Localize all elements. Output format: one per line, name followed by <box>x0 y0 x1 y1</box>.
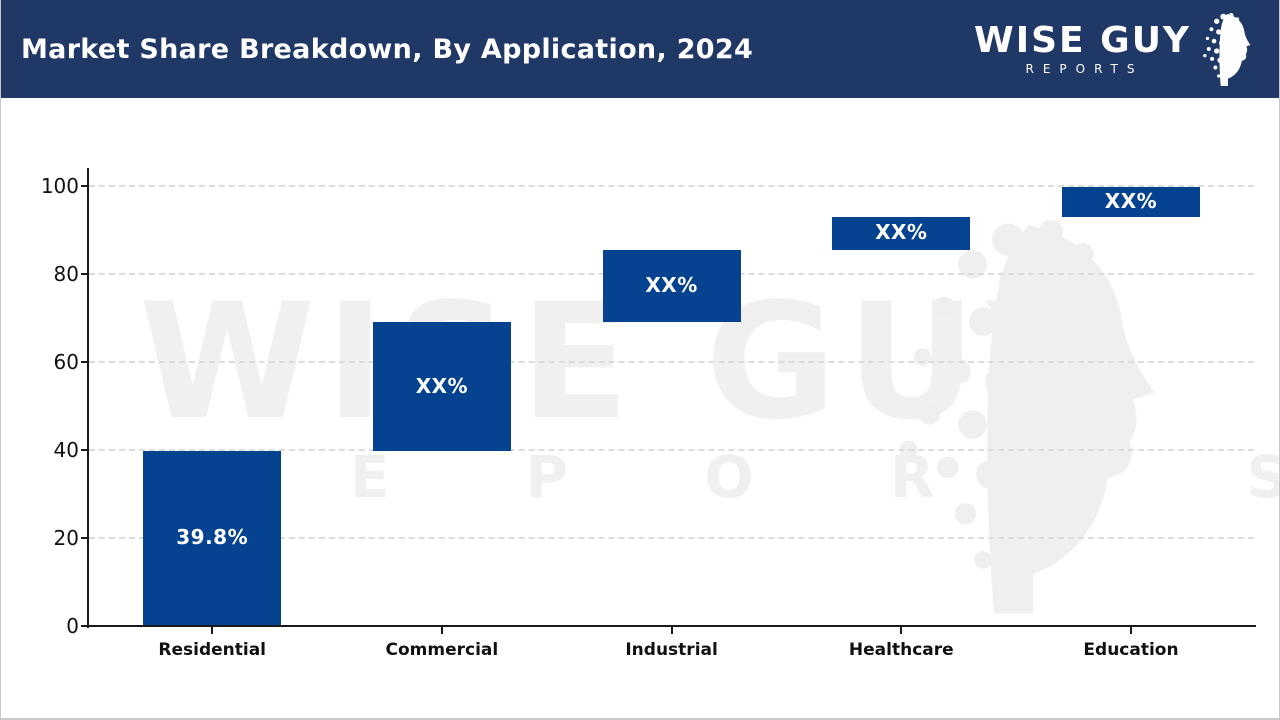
watermark-head-icon <box>899 219 1155 614</box>
wiseguy-head-icon <box>1203 13 1251 86</box>
y-axis-tick-label: 40 <box>53 438 79 462</box>
gridline-20 <box>89 537 1254 539</box>
gridline-100 <box>89 185 1254 187</box>
y-axis-tick-label: 60 <box>53 350 79 374</box>
x-axis-category-label: Commercial <box>385 640 499 660</box>
gridline-40 <box>89 449 1254 451</box>
bar-value-label: XX% <box>415 373 469 398</box>
y-axis-tick-label: 0 <box>66 614 79 638</box>
y-axis-tick-label: 80 <box>53 262 79 286</box>
bar-value-label: XX% <box>1104 188 1158 213</box>
x-axis-category-label: Industrial <box>625 640 718 660</box>
bar-healthcare <box>832 216 971 250</box>
bar-education <box>1062 186 1200 217</box>
x-axis-tick-mark <box>900 626 903 634</box>
bar-value-label: XX% <box>645 273 698 298</box>
bar-residential <box>143 450 282 626</box>
y-axis-tick-mark <box>81 537 89 539</box>
bar-value-label: XX% <box>875 220 928 245</box>
logo-wordmark: WISE GUY <box>973 20 1191 61</box>
wise-guy-reports-logo: WISE GUY REPORTS <box>974 11 1255 87</box>
x-axis-tick-mark <box>211 626 214 634</box>
x-axis-category-label: Healthcare <box>848 640 954 660</box>
page-title: Market Share Breakdown, By Application, … <box>21 33 754 65</box>
bar-value-label: 39.8% <box>176 525 249 550</box>
y-axis-tick-label: 100 <box>40 174 79 198</box>
x-axis-category-label: Residential <box>158 640 266 660</box>
y-axis-tick-mark <box>81 625 89 627</box>
y-axis-tick-label: 20 <box>53 526 79 550</box>
x-axis-category-label: Education <box>1083 640 1179 660</box>
x-axis-tick-mark <box>670 626 673 634</box>
y-axis-tick-mark <box>81 449 89 451</box>
gridline-60 <box>89 361 1254 363</box>
header-bar: Market Share Breakdown, By Application, … <box>1 0 1279 98</box>
bar-commercial <box>372 322 511 451</box>
y-axis-tick-mark <box>81 185 89 187</box>
bar-industrial <box>602 249 741 323</box>
logo-text: WISE GUY REPORTS <box>973 20 1191 76</box>
y-axis-tick-mark <box>81 361 89 363</box>
x-axis-line <box>87 625 1256 627</box>
x-axis-tick-mark <box>1130 626 1132 634</box>
logo-subtitle: REPORTS <box>1025 62 1144 76</box>
y-axis-line <box>87 168 89 628</box>
y-axis-tick-mark <box>81 273 89 275</box>
x-axis-tick-mark <box>440 626 443 634</box>
